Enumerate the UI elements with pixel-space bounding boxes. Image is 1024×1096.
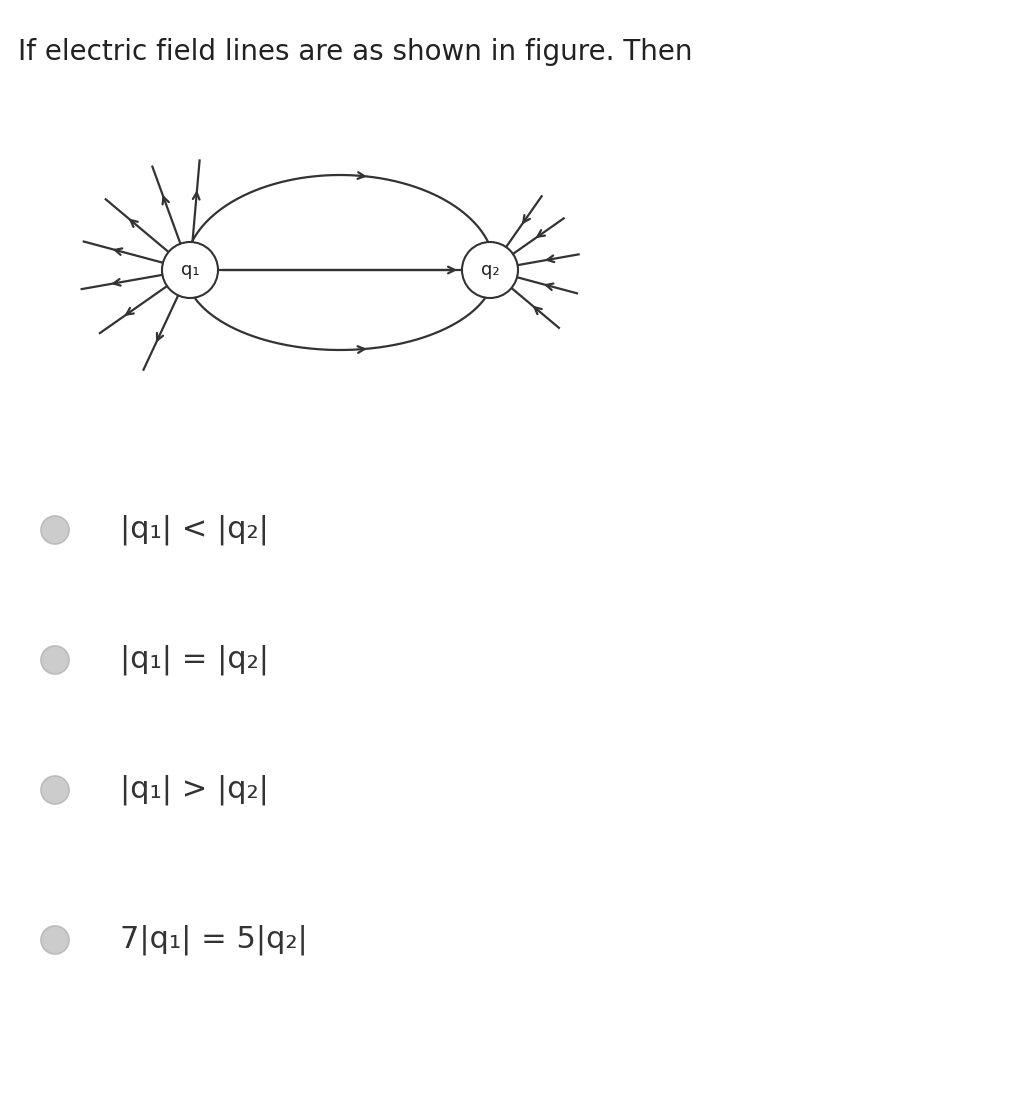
- Circle shape: [162, 242, 218, 298]
- Text: q₂: q₂: [480, 261, 500, 279]
- Circle shape: [41, 646, 69, 674]
- Text: If electric field lines are as shown in figure. Then: If electric field lines are as shown in …: [18, 38, 692, 66]
- Circle shape: [462, 242, 518, 298]
- Circle shape: [41, 776, 69, 804]
- Circle shape: [41, 516, 69, 544]
- Text: q₁: q₁: [180, 261, 200, 279]
- Text: |q₁| < |q₂|: |q₁| < |q₂|: [120, 515, 269, 545]
- Text: 7|q₁| = 5|q₂|: 7|q₁| = 5|q₂|: [120, 925, 308, 956]
- Circle shape: [41, 926, 69, 954]
- Text: |q₁| = |q₂|: |q₁| = |q₂|: [120, 644, 269, 675]
- Text: |q₁| > |q₂|: |q₁| > |q₂|: [120, 775, 269, 806]
